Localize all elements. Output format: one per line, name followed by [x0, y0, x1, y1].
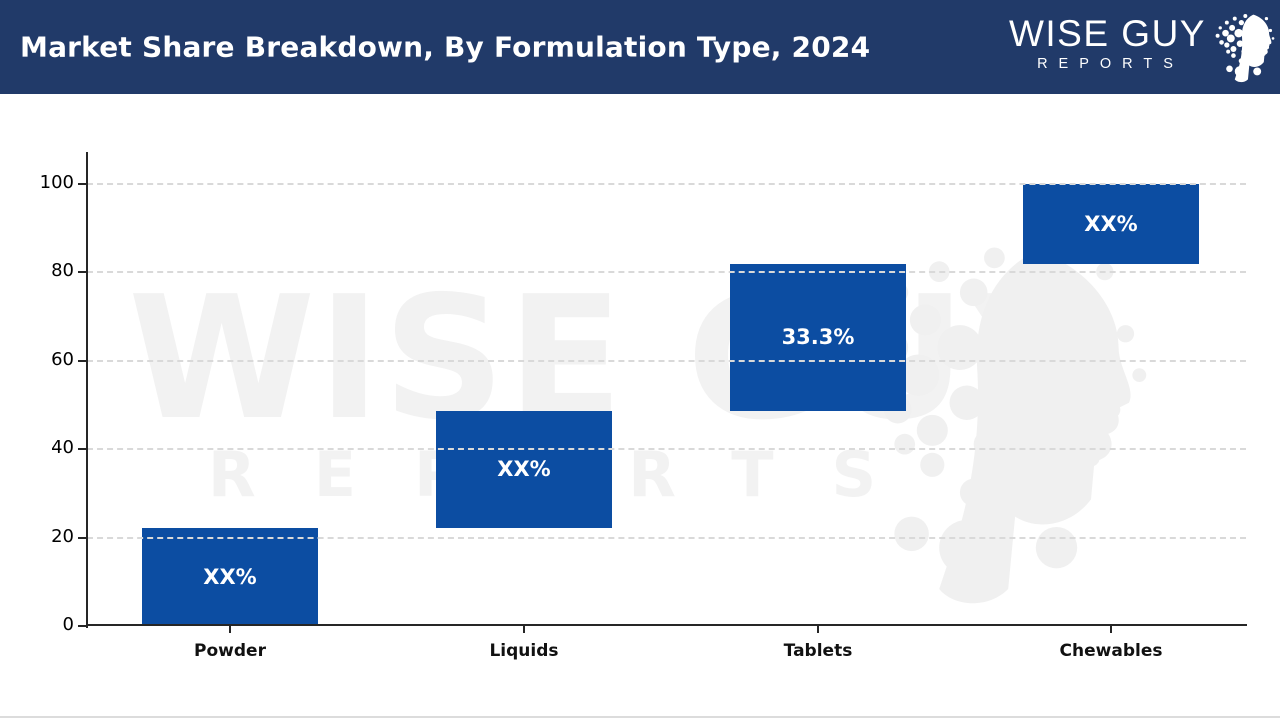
y-tick-label: 100 — [39, 172, 74, 193]
y-tick-label: 0 — [62, 614, 74, 635]
y-tick-label: 60 — [51, 348, 74, 370]
gridline-40 — [87, 448, 1246, 451]
x-tick — [1110, 626, 1112, 633]
y-tick — [78, 183, 87, 185]
brand-logo: WISE GUY REPORTS — [1009, 13, 1206, 72]
x-axis-line — [86, 624, 1247, 626]
bar-value-label: XX% — [497, 457, 551, 482]
bar-powder — [142, 527, 318, 626]
x-tick — [817, 626, 819, 633]
bar-liquids — [436, 410, 612, 528]
y-tick-label: 40 — [51, 437, 74, 459]
bars-layer — [0, 94, 1280, 720]
page-title: Market Share Breakdown, By Formulation T… — [20, 30, 871, 64]
x-tick-label-liquids: Liquids — [489, 641, 559, 661]
y-tick — [78, 271, 87, 274]
x-tick-label-tablets: Tablets — [783, 641, 853, 661]
gridline-100 — [87, 183, 1246, 185]
brand-logo-subtext: REPORTS — [1037, 55, 1184, 72]
y-tick — [78, 536, 87, 539]
gridline-20 — [87, 536, 1246, 539]
x-tick-label-powder: Powder — [194, 641, 266, 661]
gridline-80 — [87, 271, 1246, 274]
bottom-divider — [0, 716, 1280, 718]
bar-tablets — [730, 263, 906, 411]
bar-value-label: 33.3% — [781, 325, 855, 350]
brand-logo-text: WISE GUY — [1008, 13, 1206, 54]
bar-value-label: XX% — [1084, 211, 1138, 236]
gridlines-layer — [0, 94, 1280, 720]
x-tick — [229, 626, 231, 633]
y-tick-label: 80 — [51, 260, 74, 282]
bar-value-label: XX% — [203, 564, 257, 589]
y-tick-label: 20 — [51, 525, 74, 547]
y-tick — [78, 448, 87, 451]
header-banner: Market Share Breakdown, By Formulation T… — [0, 0, 1280, 94]
bar-chewables — [1023, 184, 1199, 264]
y-axis-line — [86, 152, 88, 628]
plot-area: WISE GUY REPORTS XX%XX%33.3%XX%020406080… — [0, 94, 1280, 720]
y-tick — [78, 625, 87, 627]
y-tick — [78, 359, 87, 362]
gridline-60 — [87, 359, 1246, 362]
axes-layer — [0, 94, 1280, 720]
x-tick — [523, 626, 525, 633]
wise-guy-head-icon — [1215, 14, 1275, 83]
labels-layer: XX% XX% 33.3% XX% 0 20 40 60 80 100 Powder Liquids T… — [0, 94, 1280, 720]
x-tick-label-chewables: Chewables — [1059, 641, 1163, 661]
